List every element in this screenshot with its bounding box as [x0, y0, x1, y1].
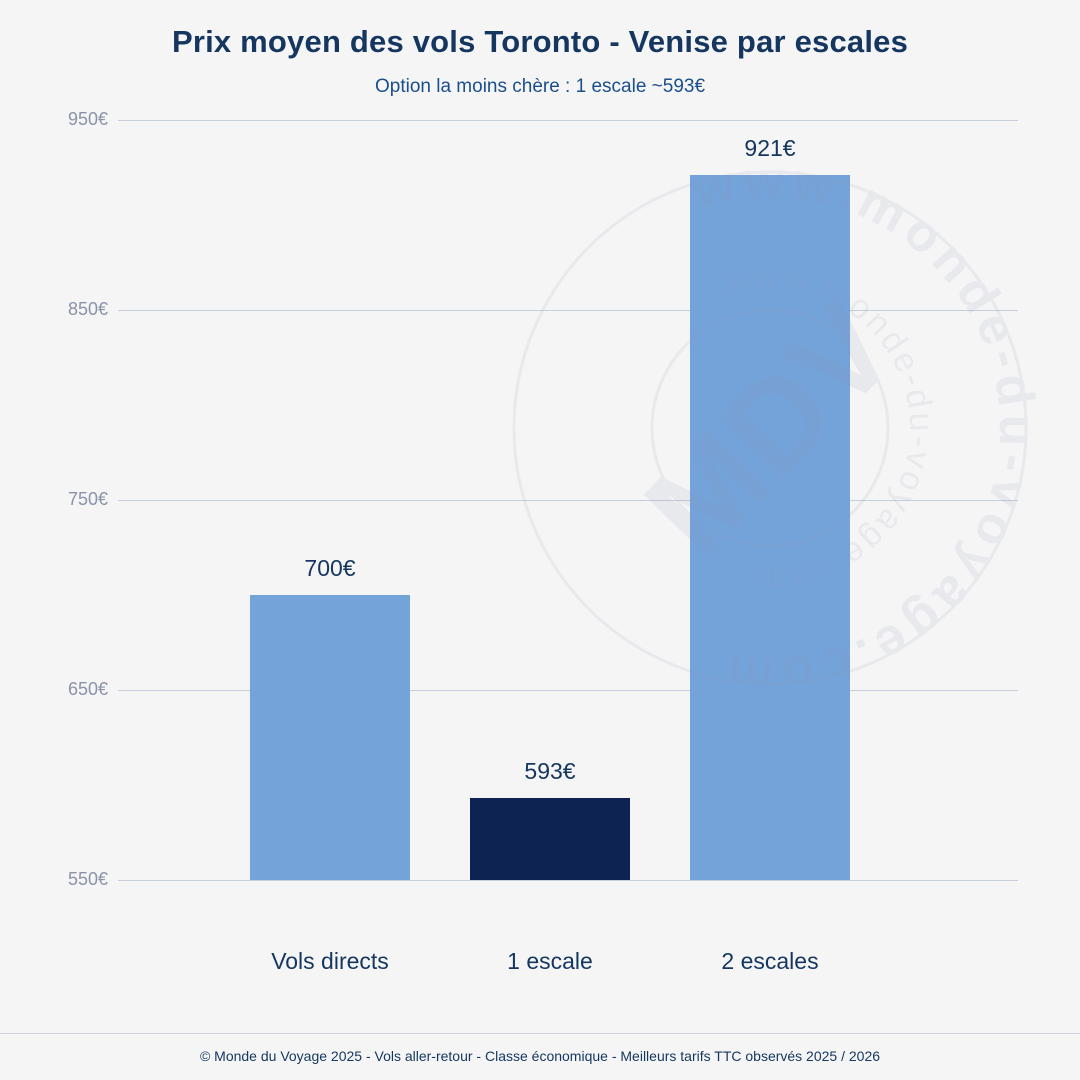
- y-axis-tick-label: 850€: [67, 299, 108, 319]
- footer: © Monde du Voyage 2025 - Vols aller-reto…: [0, 1033, 1080, 1080]
- gridline: [118, 120, 1018, 121]
- x-axis-category-label: 1 escale: [507, 948, 593, 974]
- bar-1-escale: [470, 798, 630, 880]
- gridline: [118, 880, 1018, 881]
- chart-subtitle: Option la moins chère : 1 escale ~593€: [374, 76, 706, 97]
- bar-value-label: 921€: [744, 135, 796, 162]
- x-axis-category-label: Vols directs: [271, 948, 389, 974]
- bar-value-label: 593€: [524, 758, 576, 785]
- gridline: [118, 690, 1018, 691]
- y-axis-tick-label: 750€: [67, 489, 108, 509]
- x-axis-category-label: 2 escales: [721, 948, 819, 974]
- gridline: [118, 310, 1018, 311]
- bar-value-label: 700€: [304, 555, 356, 581]
- bar-vols-directs: [250, 595, 410, 880]
- bar-2-escales: [690, 175, 850, 880]
- y-axis-tick-label: 650€: [67, 679, 108, 699]
- y-axis-tick-label: 950€: [67, 109, 108, 129]
- y-axis-tick-label: 550€: [67, 869, 108, 889]
- gridline: [118, 500, 1018, 501]
- footer-text: © Monde du Voyage 2025 - Vols aller-reto…: [199, 1048, 881, 1064]
- chart-title: Prix moyen des vols Toronto - Venise par…: [171, 24, 909, 59]
